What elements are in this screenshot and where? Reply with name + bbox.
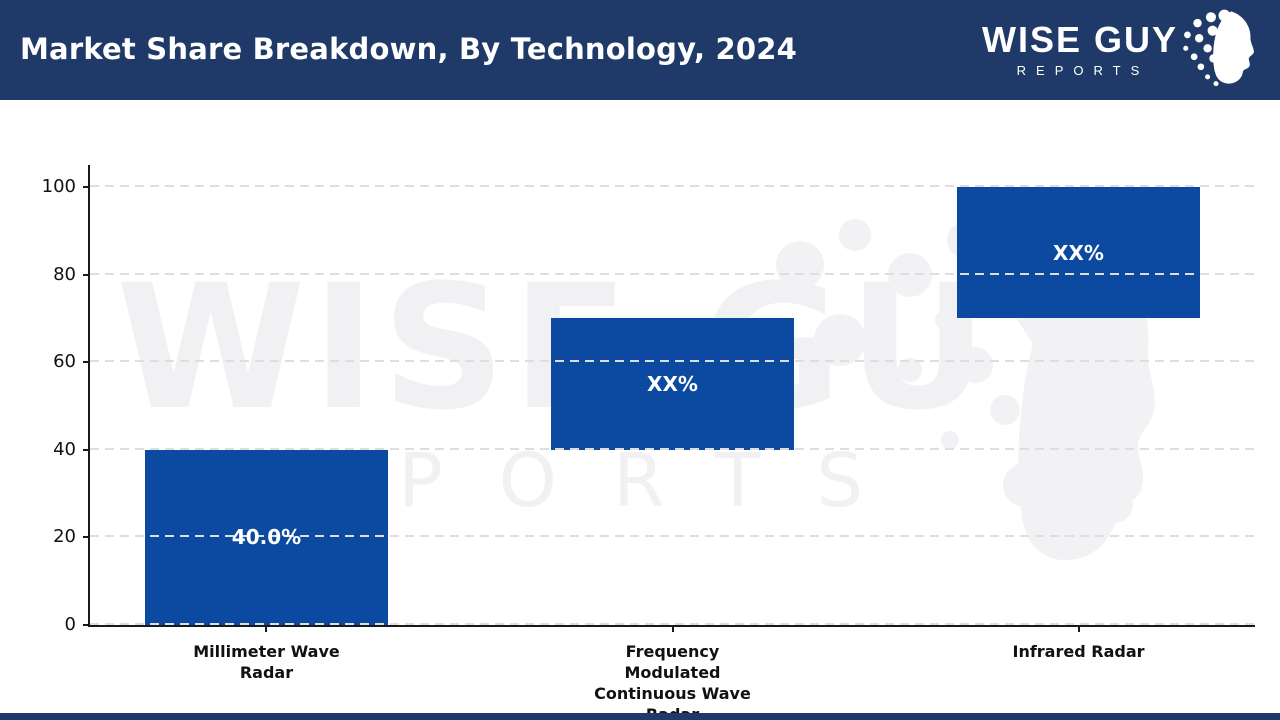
header-bar: Market Share Breakdown, By Technology, 2… — [0, 0, 1280, 100]
bar — [956, 186, 1200, 319]
bar-value-label: XX% — [1053, 240, 1104, 265]
bar-value-label: XX% — [647, 372, 698, 397]
y-tick-label: 100 — [41, 175, 76, 197]
x-category-label: Infrared Radar — [1012, 642, 1145, 661]
gridline — [90, 272, 1255, 275]
bar — [550, 318, 794, 450]
y-tick-label: 80 — [53, 263, 76, 285]
x-tick-mark — [1077, 625, 1080, 632]
y-tick-mark — [83, 448, 90, 451]
x-tick-mark — [265, 625, 268, 632]
y-tick-label: 60 — [53, 351, 76, 373]
y-tick-label: 0 — [64, 614, 76, 635]
gridline — [90, 184, 1255, 187]
y-tick-mark — [83, 185, 90, 188]
y-tick-label: 20 — [53, 526, 76, 548]
y-tick-mark — [83, 273, 90, 276]
logo-head-icon — [1183, 9, 1254, 87]
x-category-label: Millimeter Wave Radar — [193, 642, 340, 682]
y-tick-mark — [83, 624, 90, 626]
logo-wordmark: WISE GUY — [981, 19, 1178, 60]
plot-area: 0 20 40 60 80 100 40.0% Millimeter Wave Radar XX… — [42, 165, 1255, 720]
logo-subtext: REPORTS — [1016, 63, 1150, 78]
gridline — [90, 623, 1255, 625]
x-tick-mark — [671, 625, 674, 632]
page-title: Market Share Breakdown, By Technology, 2… — [20, 32, 798, 67]
bar-value-label: 40.0% — [231, 525, 302, 550]
gridline — [90, 535, 1255, 538]
logo: WISE GUY REPORTS — [982, 7, 1258, 93]
gridline — [90, 447, 1255, 450]
y-tick-mark — [83, 536, 90, 539]
y-tick-label: 40 — [53, 438, 76, 460]
logo-text: WISE GUY REPORTS — [981, 19, 1178, 79]
gridline — [90, 360, 1255, 363]
x-category-label: Frequency Modulated Continuous Wave Rada… — [594, 642, 751, 720]
y-tick-mark — [83, 361, 90, 364]
bottom-strip — [0, 713, 1280, 720]
